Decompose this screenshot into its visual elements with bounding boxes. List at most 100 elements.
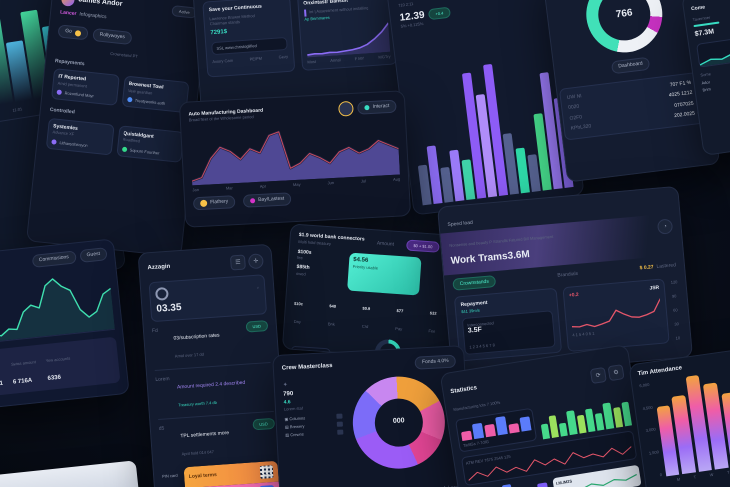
crew-row[interactable]: ▤ Brewery (284, 423, 305, 430)
user-name: James Andor (78, 0, 123, 8)
crew-row-label: Columns (289, 415, 306, 422)
col-value: $77 (396, 307, 404, 314)
azzagin-title: Azzagin (147, 263, 171, 271)
row-key: d5 (158, 425, 165, 432)
teal-credit-card[interactable]: $4.56 Priority usable (347, 252, 422, 296)
secondary-button-label: Rollywoyes (99, 31, 126, 41)
secondary-button[interactable]: Rollywoyes (91, 28, 133, 45)
legend-label: Bay/Lastest (258, 196, 285, 204)
row-key: Fd (151, 327, 159, 334)
tile-caption: Lithanyshicsyon (59, 139, 89, 148)
go-button[interactable]: Go (57, 24, 89, 41)
purple-area-chart (189, 119, 400, 186)
col-sub: Fee (428, 327, 436, 334)
add-icon[interactable]: ✛ (247, 253, 264, 270)
crew-title: Crew Masterclass (281, 363, 333, 372)
x-tick: May (292, 181, 301, 188)
kv-key: O2F0 (569, 113, 583, 122)
legend-flathery[interactable]: Flathery (192, 195, 236, 211)
menu-icon[interactable]: ☰ (229, 254, 246, 271)
x-tick: F MY (354, 55, 365, 61)
card-statistics: Statistics Manufacturing lots 7 100% ⟳ ⚙… (439, 344, 651, 487)
avatar[interactable] (60, 0, 76, 7)
col-value: $0.9 (362, 305, 371, 311)
row-badge (336, 413, 343, 419)
ring-icon (154, 286, 169, 301)
y-tick: 4,500 (642, 404, 653, 411)
allocation-donut: 000 (350, 373, 448, 471)
col-sub: Day (293, 318, 302, 325)
x-tick: Jul (360, 178, 367, 184)
corner-sparkline (696, 32, 730, 68)
bulk-left-panel: Save your Continuous Lawrence Brownt Met… (202, 0, 296, 78)
pink-bars-panel: TadfGs 7-7dfG (455, 407, 537, 453)
teal-rule (693, 21, 720, 28)
search-icon[interactable]: ⌕ (256, 284, 260, 290)
x-tick: MGTry (378, 53, 391, 60)
usd-pill[interactable]: USD (251, 417, 276, 431)
commissions-pill[interactable]: Commissions (31, 250, 77, 268)
crew-row[interactable]: ▣ Columns (284, 415, 306, 422)
tile-caption: Treatyworks auth (134, 97, 166, 107)
interact-pill[interactable]: Interact (357, 99, 397, 115)
profile-icon[interactable]: ◔ (656, 218, 674, 235)
footer-link[interactable]: Aviory Cam (212, 57, 234, 65)
wallet-side-labels: PIN card UPII EPSw (162, 467, 181, 487)
stat-label: Swiss amount (10, 358, 37, 367)
settings-icon[interactable]: ⚙ (607, 363, 625, 381)
footer-link[interactable]: Gezy (278, 53, 289, 60)
light-panel: I.M./M2S (552, 464, 642, 487)
y-axis: 120 90 60 30 10 (670, 277, 682, 342)
light-card-edge (0, 460, 140, 487)
stat-value: 6 291 (0, 380, 4, 388)
bulk-right-panel: Onxintastr Bansuit Int | Assessment with… (296, 0, 398, 71)
card-commissions: Commissions Guest Rates6 291 Swiss amoun… (0, 238, 130, 410)
qr-code-icon (259, 464, 274, 479)
amount-label: Amount (376, 240, 395, 248)
card-corner-summary: Come 13 Tavernner $7.3M Some Ador 25 Bri… (681, 0, 730, 156)
mini-card-title: Loyal terms (188, 471, 218, 480)
col-sub: Bnk (327, 320, 336, 327)
repayment-panel: Repayment $41 39m/s Interconnected 3.5F … (453, 287, 562, 362)
big-number-tile: ⌕ 03.35 (148, 274, 268, 322)
card-attendance: Tim Attendance 6,000 4,500 3,000 1,500 0… (628, 344, 730, 487)
kv-value-text: 707 F1 % (669, 79, 692, 88)
gradient-mini-card[interactable]: Loyal terms ▂▄▆ $30 Harrywith (183, 460, 280, 487)
y-tick: 10 (675, 334, 681, 341)
x-tick: Jan (192, 187, 200, 193)
y-tick: 90 (671, 293, 677, 299)
x-ticks: 1 2 3 4 5 6 7 8 (469, 341, 495, 350)
col-sub: Pay (395, 325, 403, 332)
usd-pill[interactable]: USD (245, 319, 269, 333)
breadcrumb[interactable]: Nonsense and beauty P Strandlit Fatured … (449, 233, 554, 248)
footer-link[interactable]: PE/PM (249, 55, 263, 62)
crownstands-pill[interactable]: Crownstands (452, 274, 497, 291)
stat-label: Yew accounts (45, 355, 71, 363)
guest-pill[interactable]: Guest (79, 247, 108, 263)
kv-value-text: 202.0025 (673, 110, 696, 120)
tile-dot-icon (56, 89, 62, 96)
legend-baylastest[interactable]: Bay/Lastest (242, 192, 292, 208)
crew-row[interactable]: ▥ Crewns (285, 431, 304, 438)
kv-key: UW NI (566, 92, 582, 101)
controlled-tile[interactable]: Systemles Advance XF Lithanyshicsyon (45, 117, 115, 156)
controlled-tile[interactable]: Quistaldgant Roadfeed Sojourn Fourther (115, 125, 185, 163)
card-crew-donut: Crew Masterclass Fonds 4.0% ✦ 790 4.6 Lo… (272, 345, 472, 487)
tile-caption: Rozonfund Mayr (64, 90, 95, 99)
kv-value-text: 0707025 (673, 100, 694, 109)
trend-panel: +0.2 JSR 4 1 5 4 0 5 1 (562, 278, 671, 352)
refresh-icon[interactable]: ⟳ (589, 366, 607, 384)
col-sub: Crd (361, 323, 369, 329)
tile-dot-icon (51, 138, 57, 145)
user-avatar[interactable] (338, 100, 355, 117)
dashboard-button[interactable]: Dashboard (610, 56, 651, 74)
repayment-tile[interactable]: IT Reported Amid permanent Rozonfund May… (50, 68, 120, 107)
corner-title: Come (690, 4, 706, 13)
amount-chip[interactable]: $0 + $1.00 (406, 239, 440, 254)
url-input[interactable]: SSL www.christoglified (211, 36, 288, 56)
fonds-pill[interactable]: Fonds 4.0% (414, 354, 457, 370)
target-mid-label: Brandials (557, 270, 579, 279)
row-key: Lorem (155, 375, 170, 383)
role-sub: Infographics (79, 11, 107, 21)
card-wave-chart: Auto Manufacturing Dashboard Broad fleet… (178, 90, 412, 228)
